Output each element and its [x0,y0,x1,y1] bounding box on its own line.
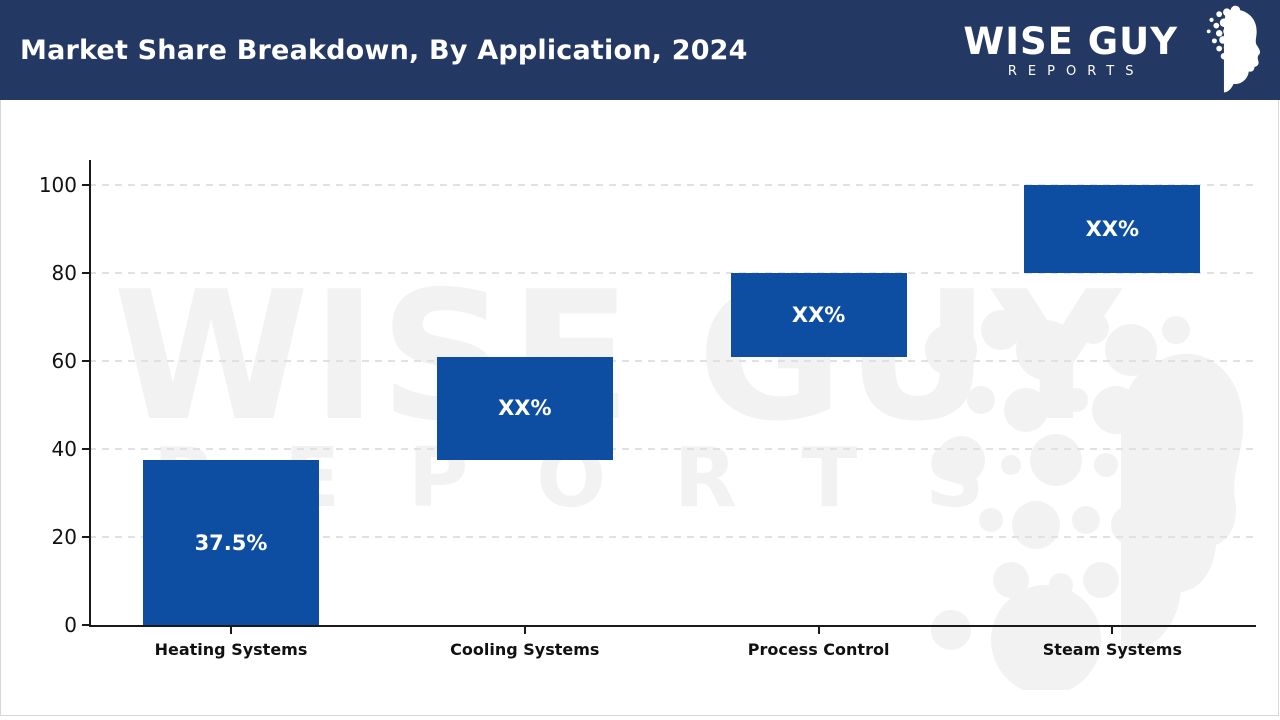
y-tick-0 [82,624,89,626]
brand-logo-text: WISE GUY REPORTS [963,23,1178,78]
x-tick-0 [230,627,232,634]
y-tick-20 [82,536,89,538]
y-tick-label-100: 100 [38,173,77,197]
gridline-60 [89,360,1256,362]
brand-logo-line2: REPORTS [1007,63,1145,79]
y-tick-label-80: 80 [51,261,77,285]
y-tick-40 [82,448,89,450]
x-tick-3 [1111,627,1114,634]
y-tick-80 [82,272,89,274]
bar-value-label: XX% [498,396,552,421]
y-tick-100 [82,184,89,186]
page-title: Market Share Breakdown, By Application, … [20,34,748,66]
x-tick-2 [817,627,820,634]
bar-value-label: XX% [1085,217,1140,241]
y-tick-60 [82,360,89,362]
bar-value-label: 37.5% [194,530,268,555]
gridline-40 [89,448,1256,450]
gridline-80 [89,272,1256,274]
y-axis-line [89,160,91,627]
category-label-3: Steam Systems [1042,640,1182,659]
bar-3: XX% [1024,185,1201,273]
brand-logo: WISE GUY REPORTS [963,4,1266,96]
gridline-100 [89,184,1256,186]
category-label-1: Cooling Systems [450,640,600,659]
brand-logo-line1: WISE GUY [963,19,1178,63]
y-tick-label-0: 0 [64,613,77,637]
category-label-2: Process Control [747,640,890,659]
gridline-20 [89,536,1256,538]
brand-head-icon [1206,5,1261,93]
chart-canvas: WISE GUY REPORTS 0 20 40 60 80 100 37.5% Heatin… [0,100,1279,716]
category-label-0: Heating Systems [154,640,308,659]
y-tick-label-40: 40 [51,437,77,461]
y-tick-label-20: 20 [51,525,77,549]
bar-value-label: XX% [791,302,846,327]
header-bar: Market Share Breakdown, By Application, … [0,0,1280,100]
bar-1: XX% [436,356,613,460]
x-tick-1 [523,627,526,634]
bar-2: XX% [730,273,907,357]
y-tick-label-60: 60 [51,349,77,373]
x-axis-line [89,625,1256,627]
bar-0: 37.5% [143,460,319,625]
